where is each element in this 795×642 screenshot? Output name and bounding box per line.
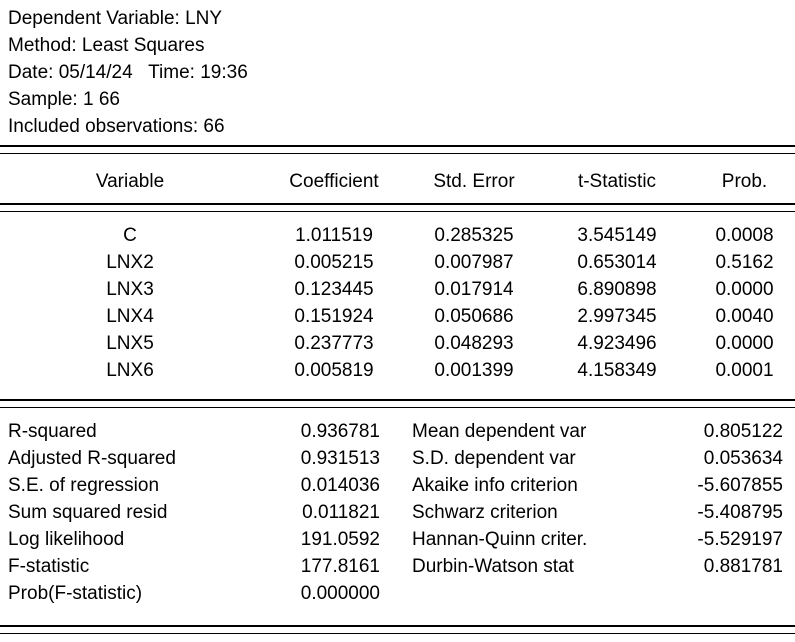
stat-label [412, 580, 652, 607]
stat-label: F-statistic [8, 556, 90, 577]
cell-t-statistic: 4.158349 [577, 360, 657, 381]
date-time-line: Date: 05/14/24 Time: 19:36 [8, 62, 248, 83]
divider-bottom [0, 625, 795, 634]
divider-top [0, 145, 795, 154]
stat-label: Schwarz criterion [412, 502, 558, 523]
coef-table-body: C 1.011519 0.285325 3.545149 0.0008 LNX2… [0, 222, 795, 384]
stat-label: Adjusted R-squared [8, 448, 176, 469]
stat-label: Sum squared resid [8, 502, 168, 523]
divider-mid [0, 399, 795, 408]
cell-coefficient: 0.237773 [294, 333, 374, 354]
col-header-t-statistic: t-Statistic [577, 171, 657, 192]
cell-prob: 0.0040 [715, 306, 774, 327]
stats-row: Sum squared resid 0.011821 Schwarz crite… [0, 499, 795, 526]
cell-prob: 0.0000 [715, 333, 774, 354]
stat-value: 0.011821 [302, 502, 380, 523]
table-row: LNX4 0.151924 0.050686 2.997345 0.0040 [0, 303, 795, 330]
cell-coefficient: 0.005819 [294, 360, 374, 381]
cell-variable: LNX3 [106, 279, 154, 300]
table-row: LNX6 0.005819 0.001399 4.158349 0.0001 [0, 357, 795, 384]
method-line: Method: Least Squares [8, 35, 205, 56]
stat-value: -5.607855 [697, 475, 783, 496]
stat-value: 0.931513 [300, 448, 380, 469]
cell-coefficient: 0.123445 [294, 279, 374, 300]
stat-label: R-squared [8, 421, 97, 442]
stat-value: 0.881781 [703, 556, 783, 577]
stat-value: 0.805122 [703, 421, 783, 442]
stat-value: 0.000000 [300, 583, 380, 604]
cell-t-statistic: 2.997345 [577, 306, 657, 327]
stat-label: S.E. of regression [8, 475, 160, 496]
table-row: LNX2 0.005215 0.007987 0.653014 0.5162 [0, 249, 795, 276]
summary-stats: R-squared 0.936781 Mean dependent var 0.… [0, 418, 795, 607]
col-header-coefficient: Coefficient [289, 171, 379, 192]
cell-t-statistic: 4.923496 [577, 333, 657, 354]
cell-std-error: 0.050686 [434, 306, 514, 327]
stats-row: F-statistic 177.8161 Durbin-Watson stat … [0, 553, 795, 580]
stat-label: S.D. dependent var [412, 448, 576, 469]
stat-value: 177.8161 [300, 556, 380, 577]
cell-variable: LNX2 [106, 252, 154, 273]
cell-variable: LNX4 [106, 306, 154, 327]
stat-label: Log likelihood [8, 529, 125, 550]
stat-value: 0.014036 [300, 475, 380, 496]
cell-coefficient: 0.151924 [294, 306, 374, 327]
col-header-prob: Prob. [721, 171, 768, 192]
stat-label: Prob(F-statistic) [8, 583, 143, 604]
cell-prob: 0.0008 [715, 225, 774, 246]
included-observations-line: Included observations: 66 [8, 116, 225, 137]
cell-std-error: 0.001399 [434, 360, 514, 381]
table-row: C 1.011519 0.285325 3.545149 0.0008 [0, 222, 795, 249]
stat-value [652, 580, 783, 607]
stat-label: Hannan-Quinn criter. [412, 529, 588, 550]
stat-value: 191.0592 [300, 529, 380, 550]
cell-std-error: 0.048293 [434, 333, 514, 354]
sample-line: Sample: 1 66 [8, 89, 120, 110]
stat-value: 0.936781 [300, 421, 380, 442]
title-block: Dependent Variable: LNY Method: Least Sq… [0, 0, 795, 140]
cell-t-statistic: 3.545149 [577, 225, 657, 246]
cell-variable: LNX6 [106, 360, 154, 381]
cell-prob: 0.0000 [715, 279, 774, 300]
stats-row: Prob(F-statistic) 0.000000 [0, 580, 795, 607]
cell-std-error: 0.017914 [434, 279, 514, 300]
cell-t-statistic: 6.890898 [577, 279, 657, 300]
stats-row: Adjusted R-squared 0.931513 S.D. depende… [0, 445, 795, 472]
cell-prob: 0.5162 [715, 252, 774, 273]
col-header-std-error: Std. Error [433, 171, 515, 192]
cell-variable: C [123, 225, 137, 246]
divider-below-header [0, 203, 795, 212]
stats-row: R-squared 0.936781 Mean dependent var 0.… [0, 418, 795, 445]
stat-value: 0.053634 [703, 448, 783, 469]
cell-std-error: 0.007987 [434, 252, 514, 273]
stat-label: Mean dependent var [412, 421, 587, 442]
col-header-variable: Variable [95, 171, 165, 192]
stat-value: -5.408795 [697, 502, 783, 523]
table-row: LNX5 0.237773 0.048293 4.923496 0.0000 [0, 330, 795, 357]
cell-prob: 0.0001 [715, 360, 774, 381]
stats-row: S.E. of regression 0.014036 Akaike info … [0, 472, 795, 499]
cell-std-error: 0.285325 [434, 225, 514, 246]
dependent-variable-line: Dependent Variable: LNY [8, 8, 223, 29]
coef-table-header-row: Variable Coefficient Std. Error t-Statis… [0, 168, 795, 195]
stats-row: Log likelihood 191.0592 Hannan-Quinn cri… [0, 526, 795, 553]
cell-variable: LNX5 [106, 333, 154, 354]
stat-label: Akaike info criterion [412, 475, 578, 496]
stat-value: -5.529197 [697, 529, 783, 550]
table-row: LNX3 0.123445 0.017914 6.890898 0.0000 [0, 276, 795, 303]
stat-label: Durbin-Watson stat [412, 556, 574, 577]
cell-t-statistic: 0.653014 [577, 252, 657, 273]
cell-coefficient: 1.011519 [295, 225, 373, 246]
cell-coefficient: 0.005215 [294, 252, 374, 273]
